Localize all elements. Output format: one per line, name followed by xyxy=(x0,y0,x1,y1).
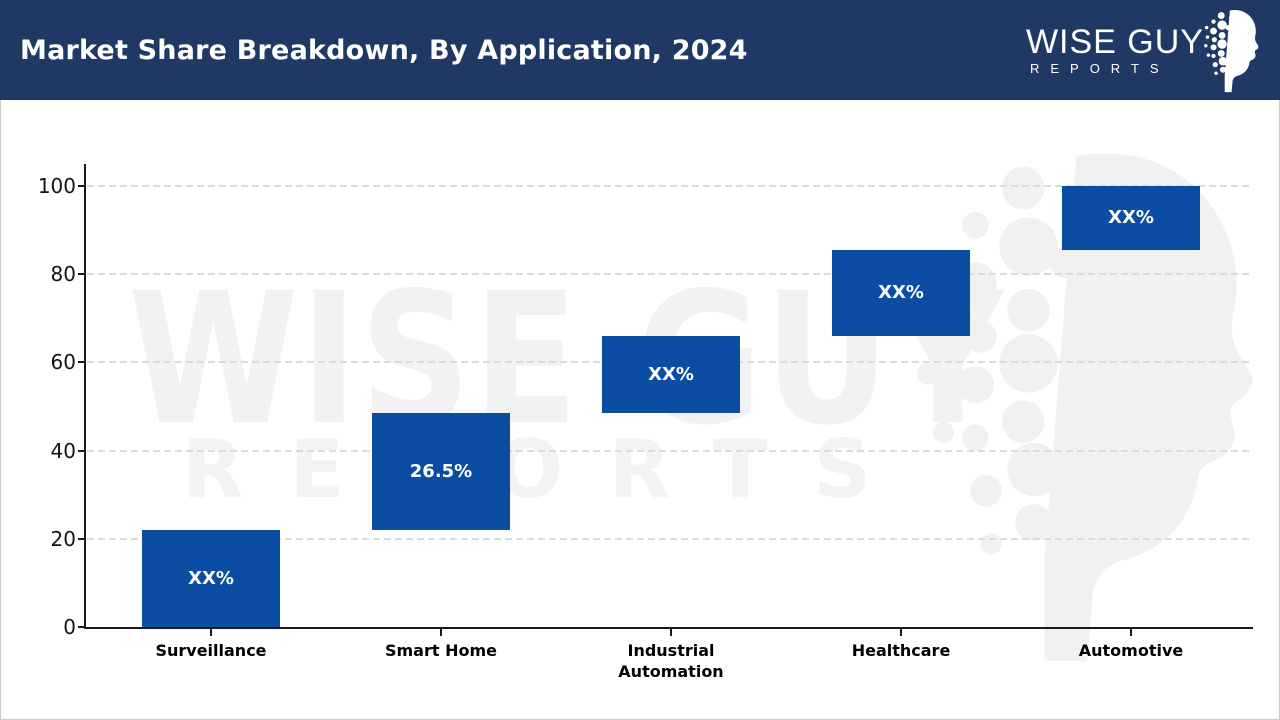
y-tick-label: 20 xyxy=(50,526,76,551)
bar-value-label: XX% xyxy=(188,567,234,589)
x-tick-mark xyxy=(900,629,902,636)
bar-surveillance: XX% xyxy=(142,529,280,627)
bar-healthcare: XX% xyxy=(832,249,970,336)
wise-guy-reports-logo: WISE GUY REPORTS xyxy=(1026,0,1268,100)
bar-value-label: XX% xyxy=(1108,207,1154,229)
y-tick-label: 100 xyxy=(37,174,76,198)
y-tick-label: 60 xyxy=(50,350,76,375)
x-tick-mark xyxy=(670,629,672,636)
bar-value-label: XX% xyxy=(878,282,924,304)
y-tick-label: 40 xyxy=(50,438,76,463)
x-category-label: Surveillance xyxy=(155,641,267,660)
y-tick-label: 80 xyxy=(50,262,76,287)
y-axis-spine xyxy=(84,164,86,629)
gridline-40 xyxy=(87,449,1253,452)
x-category-label: Automotive xyxy=(1078,641,1184,660)
y-tick-mark xyxy=(78,449,85,452)
gridline-80 xyxy=(87,273,1253,276)
y-tick-mark xyxy=(78,626,85,628)
y-tick-mark xyxy=(78,273,85,276)
bar-industrial-automation: XX% xyxy=(602,335,740,414)
logo-text: WISE GUY REPORTS xyxy=(1026,24,1204,76)
gridline-20 xyxy=(87,537,1253,540)
x-category-label: Smart Home xyxy=(384,641,497,660)
logo-head-icon xyxy=(1204,9,1259,93)
bar-automotive: XX% xyxy=(1062,186,1200,250)
x-tick-mark xyxy=(1130,629,1132,636)
x-tick-mark xyxy=(440,629,442,636)
y-tick-mark xyxy=(78,185,85,187)
header-bar: Market Share Breakdown, By Application, … xyxy=(0,0,1280,100)
gridline-100 xyxy=(87,185,1253,187)
x-category-label: Industrial Automation xyxy=(618,641,724,681)
x-axis-spine xyxy=(84,627,1253,629)
logo-wiseguy-text: WISE GUY xyxy=(1025,23,1204,61)
y-tick-label: 0 xyxy=(63,615,76,639)
x-category-label: Healthcare xyxy=(851,641,951,660)
bar-value-label: 26.5% xyxy=(409,461,473,483)
bar-value-label: XX% xyxy=(648,364,694,386)
x-tick-mark xyxy=(210,629,212,636)
logo-reports-text: REPORTS xyxy=(1029,61,1170,76)
bar-smart-home: 26.5% xyxy=(372,413,510,530)
y-tick-mark xyxy=(78,537,85,540)
y-tick-mark xyxy=(78,361,85,364)
page-title: Market Share Breakdown, By Application, … xyxy=(20,34,748,66)
